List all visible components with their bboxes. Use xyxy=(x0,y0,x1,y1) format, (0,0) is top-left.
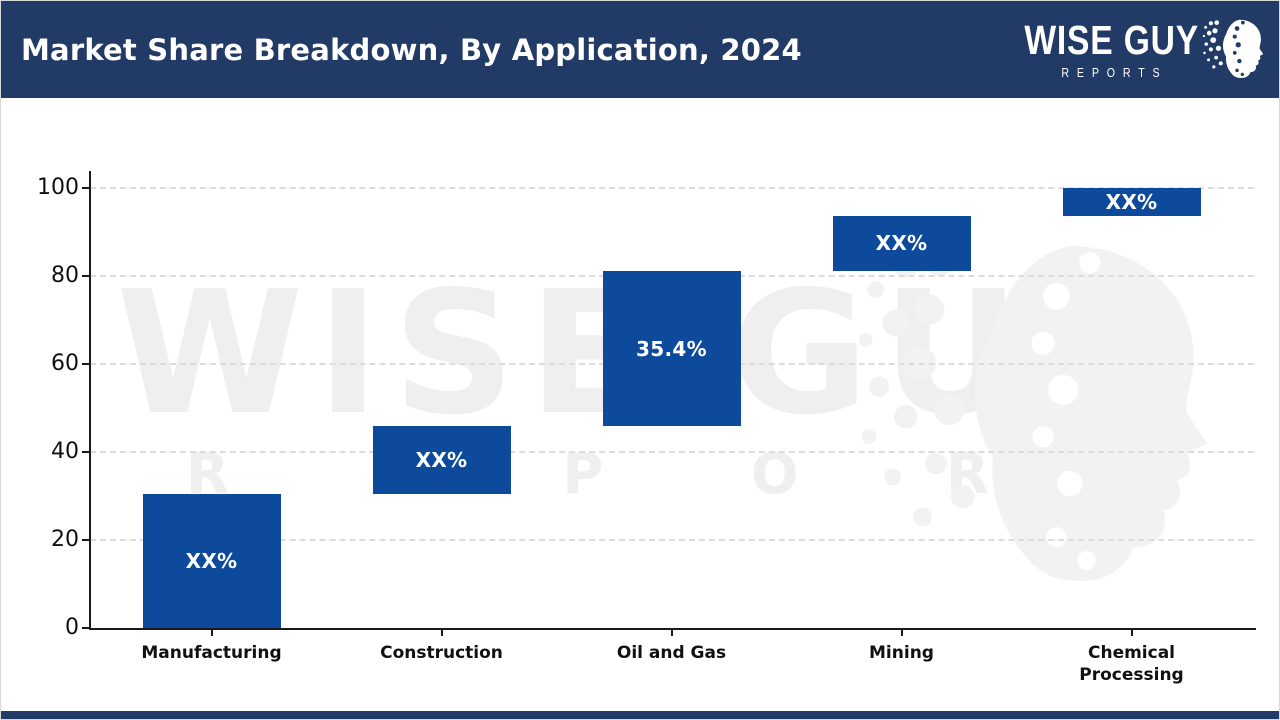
y-axis-line xyxy=(89,171,91,630)
brand-name: WISE GUY xyxy=(1024,16,1199,63)
x-axis-tick-1 xyxy=(440,630,443,636)
y-tick-label-0: 0 xyxy=(65,615,79,640)
x-axis-label-3: Mining xyxy=(869,643,934,663)
bar-value-label: 35.4% xyxy=(636,336,707,361)
y-tick-label-40: 40 xyxy=(51,439,79,464)
gridline-40 xyxy=(90,451,1254,453)
y-axis-tick-80 xyxy=(82,275,89,277)
x-axis-label-2: Oil and Gas xyxy=(616,643,727,663)
brand-head-icon xyxy=(1201,11,1265,89)
bar-chemical-processing: XX% xyxy=(1062,188,1201,216)
bar-value-label: XX% xyxy=(875,231,928,256)
y-axis-tick-100 xyxy=(82,187,89,189)
bar-value-label: XX% xyxy=(1105,189,1158,214)
bar-value-label: XX% xyxy=(415,448,468,473)
y-tick-label-20: 20 xyxy=(51,527,79,552)
x-axis-label-4: Chemical Processing xyxy=(1079,643,1184,686)
header-bar: Market Share Breakdown, By Application, … xyxy=(1,1,1279,98)
x-axis-tick-2 xyxy=(670,630,673,636)
watermark-head-icon xyxy=(849,216,1217,624)
x-axis-tick-4 xyxy=(1130,630,1133,636)
bar-mining: XX% xyxy=(832,215,971,271)
y-tick-label-80: 80 xyxy=(51,263,79,288)
brand-subtitle: R E P O R T S xyxy=(1061,64,1163,80)
x-axis-line xyxy=(89,628,1256,630)
brand-logo: WISE GUY R E P O R T S xyxy=(986,11,1265,89)
y-axis-tick-20 xyxy=(82,539,89,541)
y-axis-tick-40 xyxy=(82,451,89,453)
x-axis-label-0: Manufacturing xyxy=(141,643,282,663)
brand-wordmark: WISE GUY R E P O R T S xyxy=(1024,16,1199,80)
bar-oil-and-gas: 35.4% xyxy=(602,270,741,427)
gridline-100 xyxy=(90,187,1254,189)
gridline-20 xyxy=(90,539,1254,541)
y-axis-tick-60 xyxy=(82,363,89,365)
bar-value-label: XX% xyxy=(185,549,238,574)
x-axis-tick-3 xyxy=(900,630,903,636)
y-tick-label-60: 60 xyxy=(51,351,79,376)
page-title: Market Share Breakdown, By Application, … xyxy=(21,32,802,67)
x-axis-tick-0 xyxy=(210,630,213,636)
footer-strip xyxy=(1,711,1279,719)
bar-construction: XX% xyxy=(372,426,511,495)
y-tick-label-100: 100 xyxy=(37,175,79,200)
bar-manufacturing: XX% xyxy=(142,494,281,628)
x-axis-label-1: Construction xyxy=(380,643,503,663)
y-axis-tick-0 xyxy=(82,627,89,629)
